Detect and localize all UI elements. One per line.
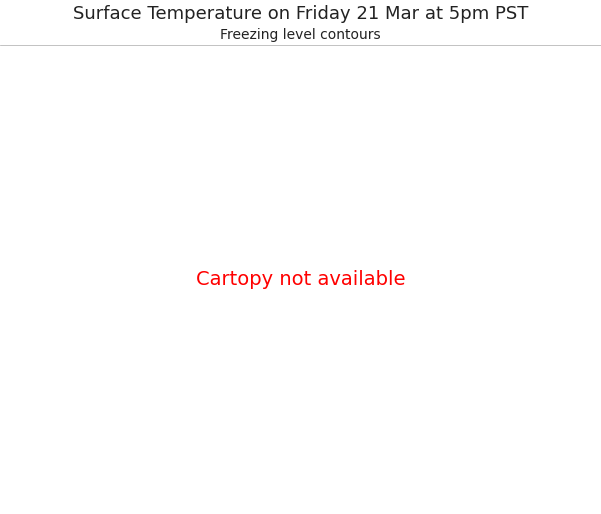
Text: Cartopy not available: Cartopy not available: [196, 270, 405, 289]
Text: Surface Temperature on Friday 21 Mar at 5pm PST: Surface Temperature on Friday 21 Mar at …: [73, 5, 528, 23]
Text: Freezing level contours: Freezing level contours: [220, 28, 381, 42]
